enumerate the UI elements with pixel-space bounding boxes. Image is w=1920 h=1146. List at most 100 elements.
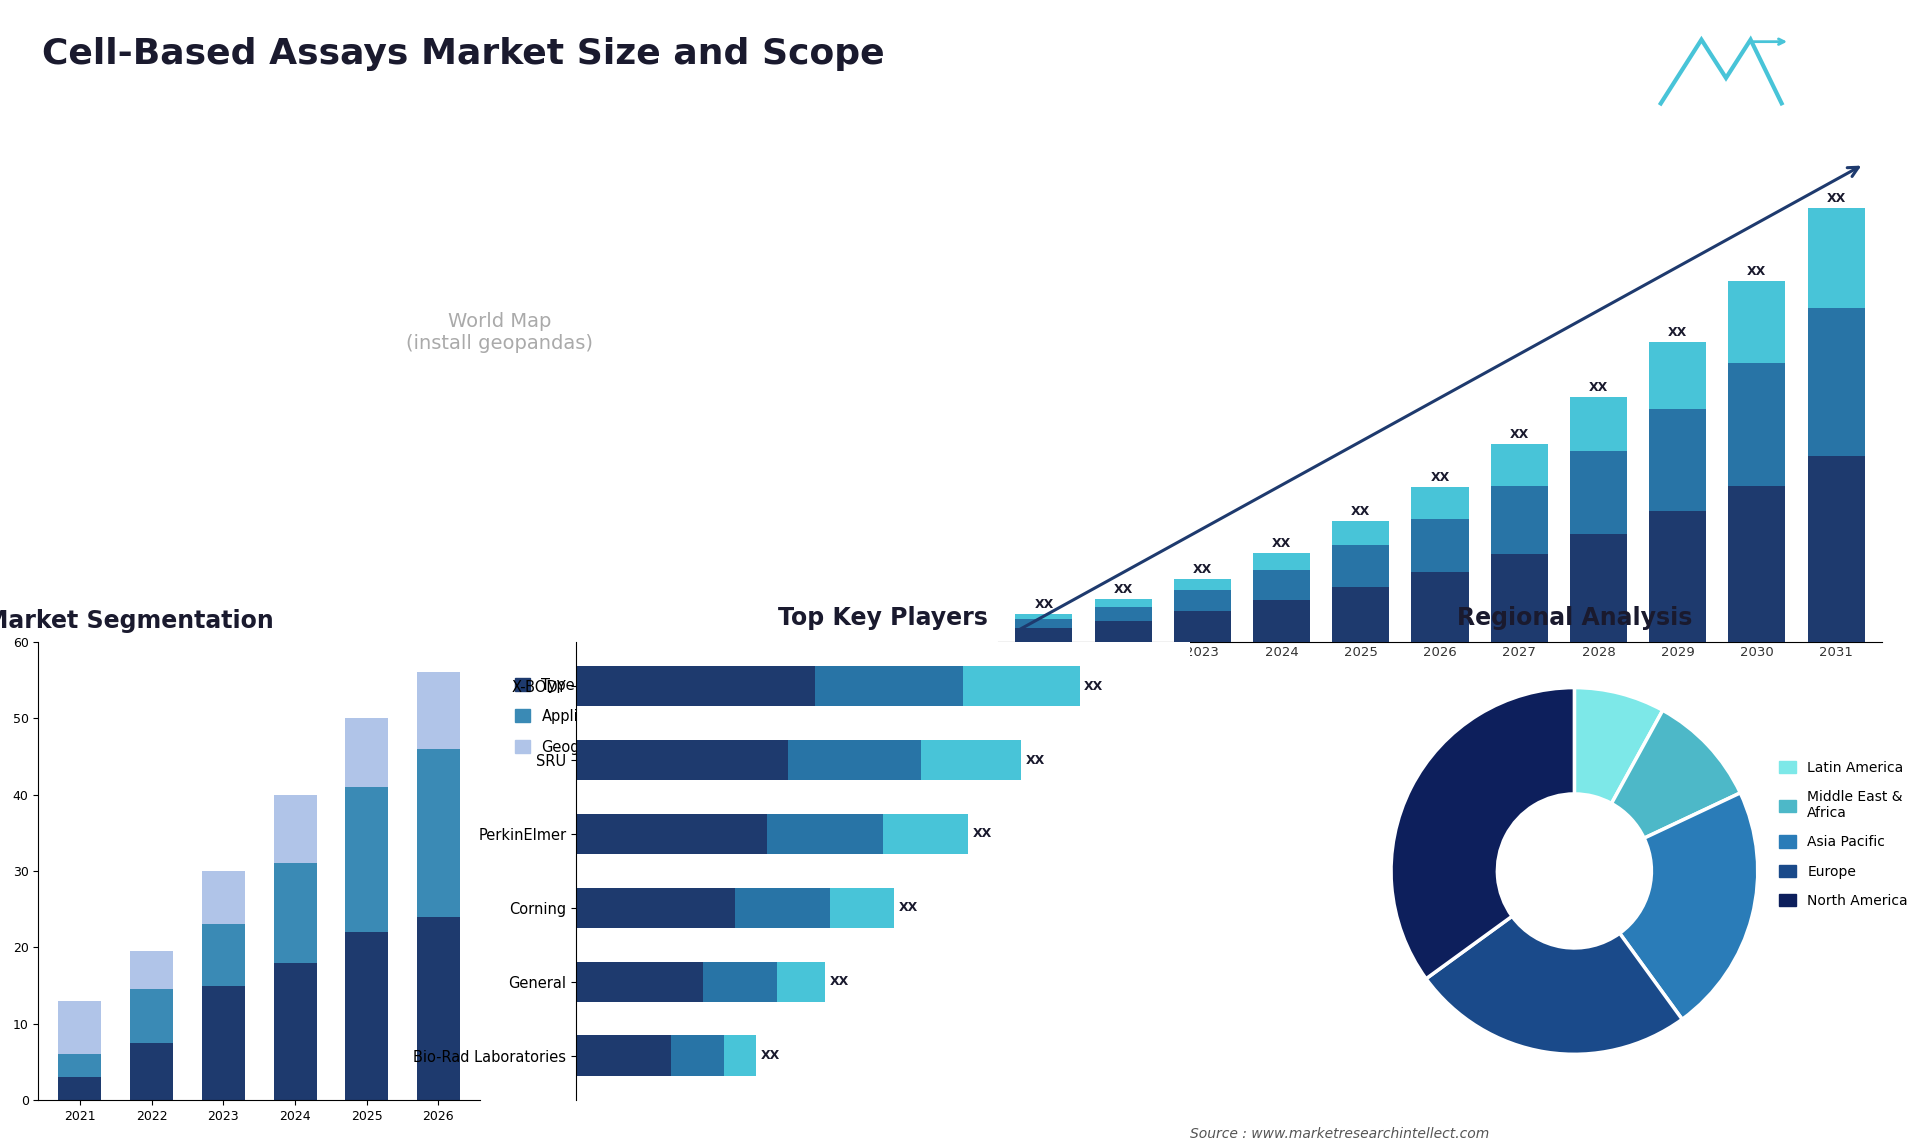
Bar [787, 739, 920, 780]
Bar [1094, 599, 1152, 607]
Text: XX: XX [760, 1050, 780, 1062]
Bar [1094, 607, 1152, 620]
Bar [1490, 486, 1548, 555]
Bar [131, 989, 173, 1043]
Bar [576, 961, 703, 1003]
Text: XX: XX [1826, 191, 1845, 205]
Bar [1411, 572, 1469, 642]
Bar [1571, 534, 1626, 642]
Bar [273, 863, 317, 963]
Bar [1571, 450, 1626, 534]
Wedge shape [1427, 916, 1682, 1054]
Text: XX: XX [1430, 471, 1450, 484]
Legend: Type, Application, Geography: Type, Application, Geography [509, 672, 630, 761]
Bar [1332, 587, 1390, 642]
Bar [202, 871, 246, 925]
Bar [346, 787, 388, 932]
Bar [1332, 521, 1390, 545]
Bar [778, 961, 826, 1003]
Bar [1173, 579, 1231, 590]
Bar [1728, 486, 1786, 642]
Text: XX: XX [973, 827, 993, 840]
Bar [831, 888, 895, 928]
Text: XX: XX [1035, 598, 1054, 612]
Legend: Latin America, Middle East &
Africa, Asia Pacific, Europe, North America: Latin America, Middle East & Africa, Asi… [1774, 755, 1914, 913]
Text: XX: XX [1509, 429, 1528, 441]
Title: Top Key Players: Top Key Players [778, 606, 989, 630]
Text: Source : www.marketresearchintellect.com: Source : www.marketresearchintellect.com [1190, 1127, 1490, 1141]
Bar [576, 814, 766, 854]
Bar [1332, 545, 1390, 587]
Wedge shape [1574, 688, 1663, 803]
Bar [1807, 207, 1864, 308]
Bar [202, 986, 246, 1100]
Bar [576, 1036, 672, 1076]
Text: XX: XX [1192, 563, 1212, 575]
Bar [58, 1077, 102, 1100]
Bar [576, 666, 814, 706]
Text: XX: XX [1747, 265, 1766, 278]
Bar [920, 739, 1021, 780]
Bar [1254, 554, 1309, 570]
Title: Regional Analysis: Regional Analysis [1457, 606, 1692, 630]
Bar [1649, 342, 1707, 409]
Text: World Map
(install geopandas): World Map (install geopandas) [405, 312, 593, 353]
Bar [58, 1000, 102, 1054]
Bar [672, 1036, 724, 1076]
Bar [1807, 456, 1864, 642]
Bar [131, 951, 173, 989]
Text: MARKET
RESEARCH
INTELLECT: MARKET RESEARCH INTELLECT [1807, 50, 1857, 85]
Text: XX: XX [899, 902, 918, 915]
Bar [1807, 308, 1864, 456]
Text: XX: XX [1085, 680, 1104, 692]
Text: XX: XX [1590, 382, 1609, 394]
Bar [1490, 555, 1548, 642]
Bar [1649, 511, 1707, 642]
Text: XX: XX [1668, 325, 1688, 339]
Bar [1254, 601, 1309, 642]
Bar [576, 888, 735, 928]
Bar [1728, 363, 1786, 486]
Bar [1094, 620, 1152, 642]
Bar [1571, 398, 1626, 450]
Bar [735, 888, 831, 928]
Bar [703, 961, 778, 1003]
Bar [883, 814, 968, 854]
Bar [1016, 619, 1073, 628]
Bar [1016, 614, 1073, 619]
Text: Market Segmentation: Market Segmentation [0, 609, 275, 633]
Bar [964, 666, 1079, 706]
Bar [766, 814, 883, 854]
Bar [346, 932, 388, 1100]
Text: XX: XX [1352, 505, 1371, 518]
Bar [417, 917, 461, 1100]
Bar [1649, 409, 1707, 511]
Bar [417, 748, 461, 917]
Bar [1254, 570, 1309, 601]
Bar [576, 739, 787, 780]
Bar [131, 1043, 173, 1100]
Bar [202, 925, 246, 986]
Bar [58, 1054, 102, 1077]
Bar [1411, 487, 1469, 519]
Bar [273, 794, 317, 863]
Bar [1728, 281, 1786, 363]
Text: XX: XX [829, 975, 849, 988]
Bar [814, 666, 964, 706]
Text: XX: XX [1114, 583, 1133, 596]
Bar [1411, 519, 1469, 572]
Bar [1173, 590, 1231, 612]
Bar [1490, 445, 1548, 486]
Bar [346, 719, 388, 787]
Bar [1173, 612, 1231, 642]
Bar [273, 963, 317, 1100]
Wedge shape [1392, 688, 1574, 979]
Text: Cell-Based Assays Market Size and Scope: Cell-Based Assays Market Size and Scope [42, 37, 885, 71]
Wedge shape [1620, 793, 1757, 1019]
Wedge shape [1611, 711, 1740, 838]
Bar [1016, 628, 1073, 642]
Bar [724, 1036, 756, 1076]
Text: XX: XX [1025, 754, 1044, 767]
Bar [417, 673, 461, 748]
Text: XX: XX [1271, 537, 1290, 550]
